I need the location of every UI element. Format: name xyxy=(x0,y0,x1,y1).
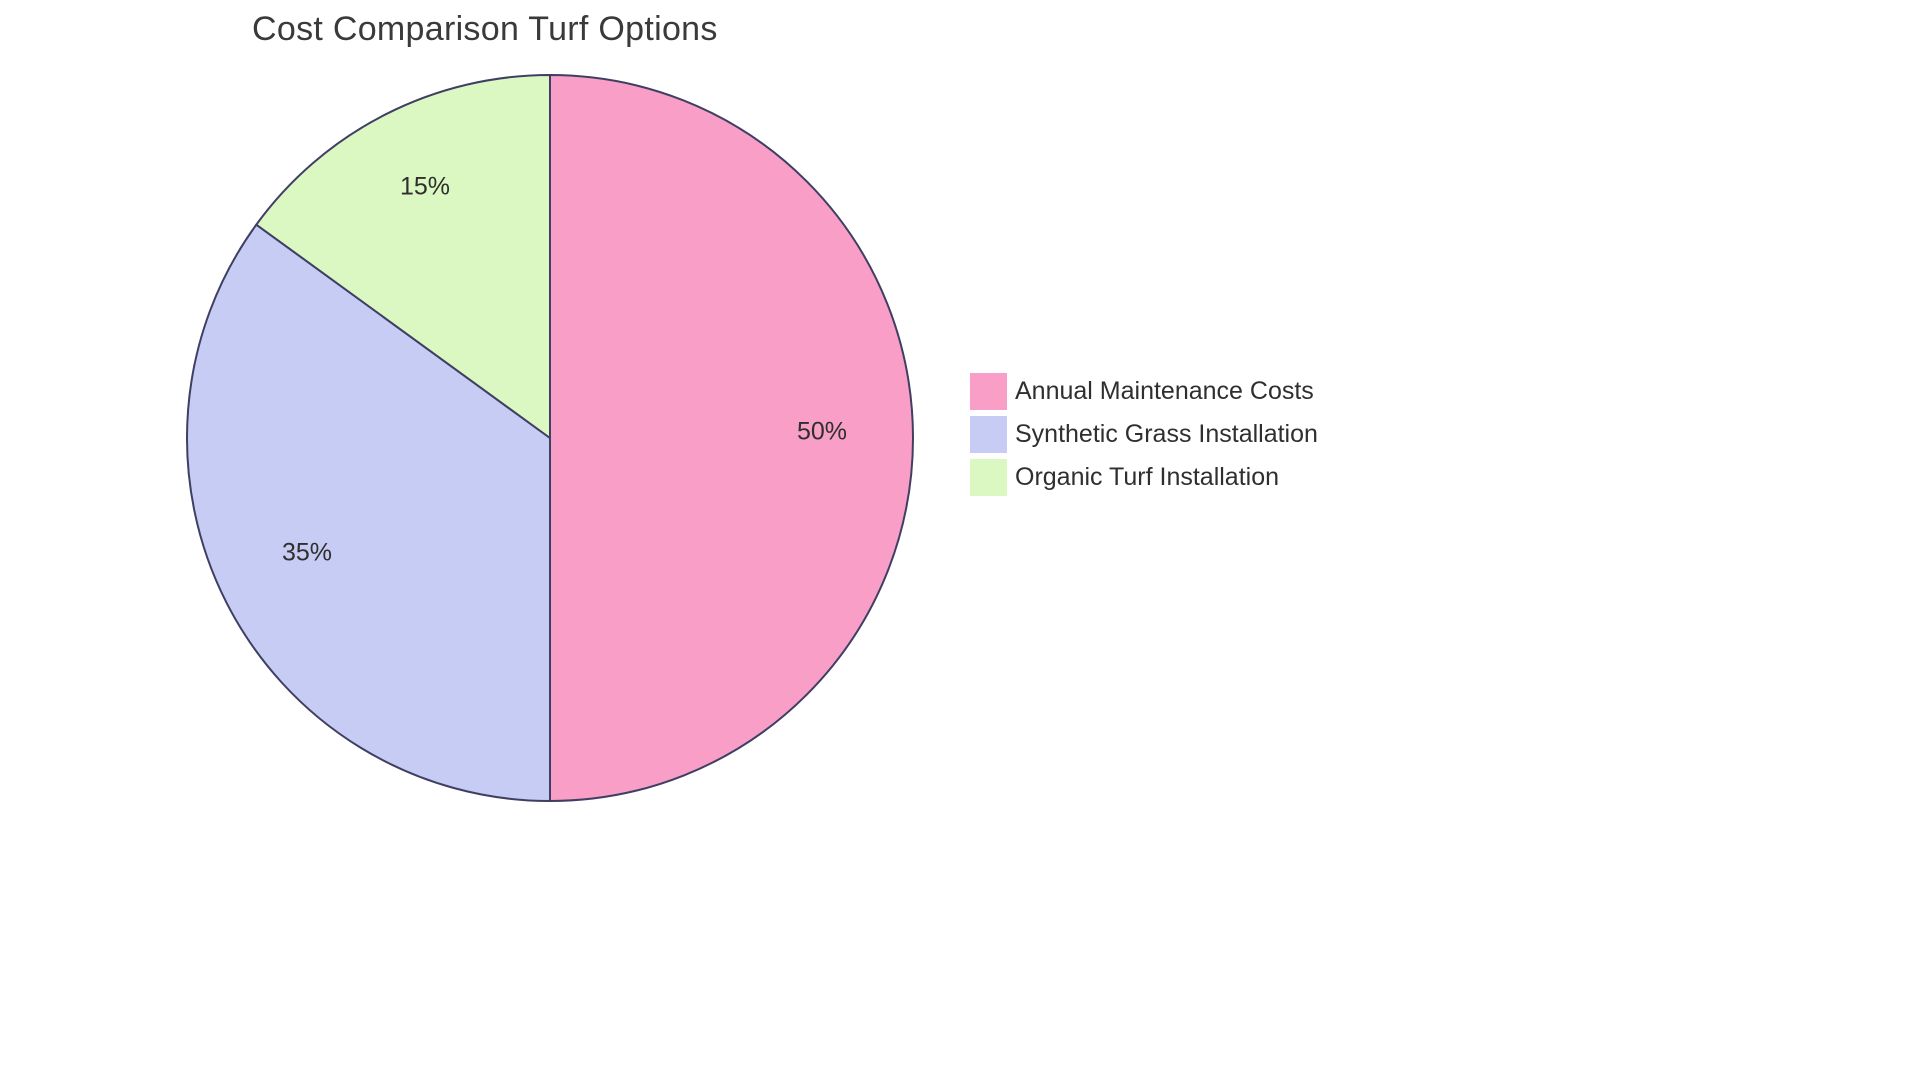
legend-label: Organic Turf Installation xyxy=(1015,463,1280,491)
legend-label: Annual Maintenance Costs xyxy=(1015,377,1314,405)
legend-swatch-icon xyxy=(970,416,1007,453)
legend-swatch-icon xyxy=(970,459,1007,496)
legend-label: Synthetic Grass Installation xyxy=(1015,420,1318,448)
pie-percent-label-synthetic-grass: 35% xyxy=(281,538,333,567)
pie-percent-label-annual-maintenance: 50% xyxy=(796,417,848,446)
pie-slice-0 xyxy=(549,74,914,802)
pie-slice-2 xyxy=(255,74,551,439)
pie-slice-1 xyxy=(186,223,551,802)
legend-item-annual-maintenance[interactable]: Annual Maintenance Costs xyxy=(970,373,1318,410)
legend-item-organic-turf[interactable]: Organic Turf Installation xyxy=(970,459,1318,496)
legend-swatch-icon xyxy=(970,373,1007,410)
legend-item-synthetic-grass[interactable]: Synthetic Grass Installation xyxy=(970,416,1318,453)
chart-title: Cost Comparison Turf Options xyxy=(252,10,718,48)
pie-percent-label-organic-turf: 15% xyxy=(399,172,451,201)
chart-legend: Annual Maintenance Costs Synthetic Grass… xyxy=(970,373,1318,496)
